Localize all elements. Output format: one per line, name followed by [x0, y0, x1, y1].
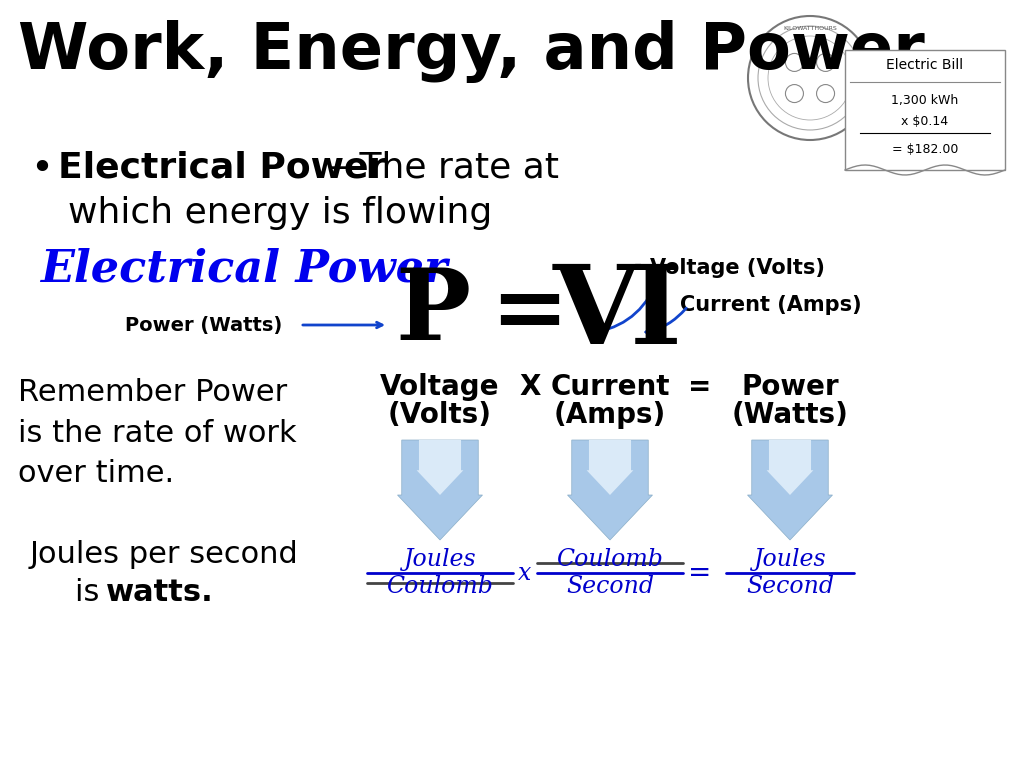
Text: Power (Watts): Power (Watts) — [125, 316, 283, 335]
Text: x $0.14: x $0.14 — [901, 115, 948, 128]
Text: Current: Current — [550, 373, 670, 401]
Text: Second: Second — [746, 575, 834, 598]
Text: =: = — [688, 559, 712, 587]
Text: Remember Power
is the rate of work
over time.: Remember Power is the rate of work over … — [18, 378, 297, 488]
Text: Coulomb: Coulomb — [387, 575, 494, 598]
Polygon shape — [417, 440, 464, 495]
Text: Electrical Power: Electrical Power — [58, 150, 386, 184]
Polygon shape — [587, 440, 634, 495]
Text: Coulomb: Coulomb — [557, 548, 664, 571]
Text: – The rate at: – The rate at — [330, 150, 559, 184]
FancyBboxPatch shape — [845, 50, 1005, 170]
Polygon shape — [567, 440, 652, 540]
Text: 1,300 kWh: 1,300 kWh — [891, 94, 958, 107]
Text: Second: Second — [566, 575, 654, 598]
Text: (Volts): (Volts) — [388, 401, 492, 429]
Polygon shape — [767, 440, 813, 495]
Text: P: P — [395, 264, 470, 362]
Text: Electric Bill: Electric Bill — [887, 58, 964, 72]
Text: Joules: Joules — [403, 548, 476, 571]
Text: =: = — [490, 268, 568, 358]
Text: •: • — [30, 150, 53, 188]
Text: I: I — [630, 260, 682, 366]
Text: is: is — [75, 578, 110, 607]
Text: Current (Amps): Current (Amps) — [680, 295, 861, 315]
Text: Joules: Joules — [754, 548, 826, 571]
Text: watts.: watts. — [106, 578, 214, 607]
Text: Voltage (Volts): Voltage (Volts) — [650, 258, 825, 278]
Text: (Amps): (Amps) — [554, 401, 667, 429]
Text: X: X — [519, 373, 541, 401]
Text: KILOWATTHOURS: KILOWATTHOURS — [783, 25, 837, 31]
Text: which energy is flowing: which energy is flowing — [68, 196, 493, 230]
Text: (Watts): (Watts) — [731, 401, 849, 429]
Text: Power: Power — [741, 373, 839, 401]
Text: V: V — [553, 260, 639, 366]
Text: = $182.00: = $182.00 — [892, 143, 958, 156]
Text: x: x — [518, 561, 531, 584]
Text: Joules per second: Joules per second — [30, 540, 299, 569]
Text: Work, Energy, and Power: Work, Energy, and Power — [18, 20, 925, 83]
Polygon shape — [748, 440, 833, 540]
Polygon shape — [397, 440, 482, 540]
Text: Electrical Power: Electrical Power — [40, 248, 447, 291]
Text: Voltage: Voltage — [380, 373, 500, 401]
Text: =: = — [688, 373, 712, 401]
